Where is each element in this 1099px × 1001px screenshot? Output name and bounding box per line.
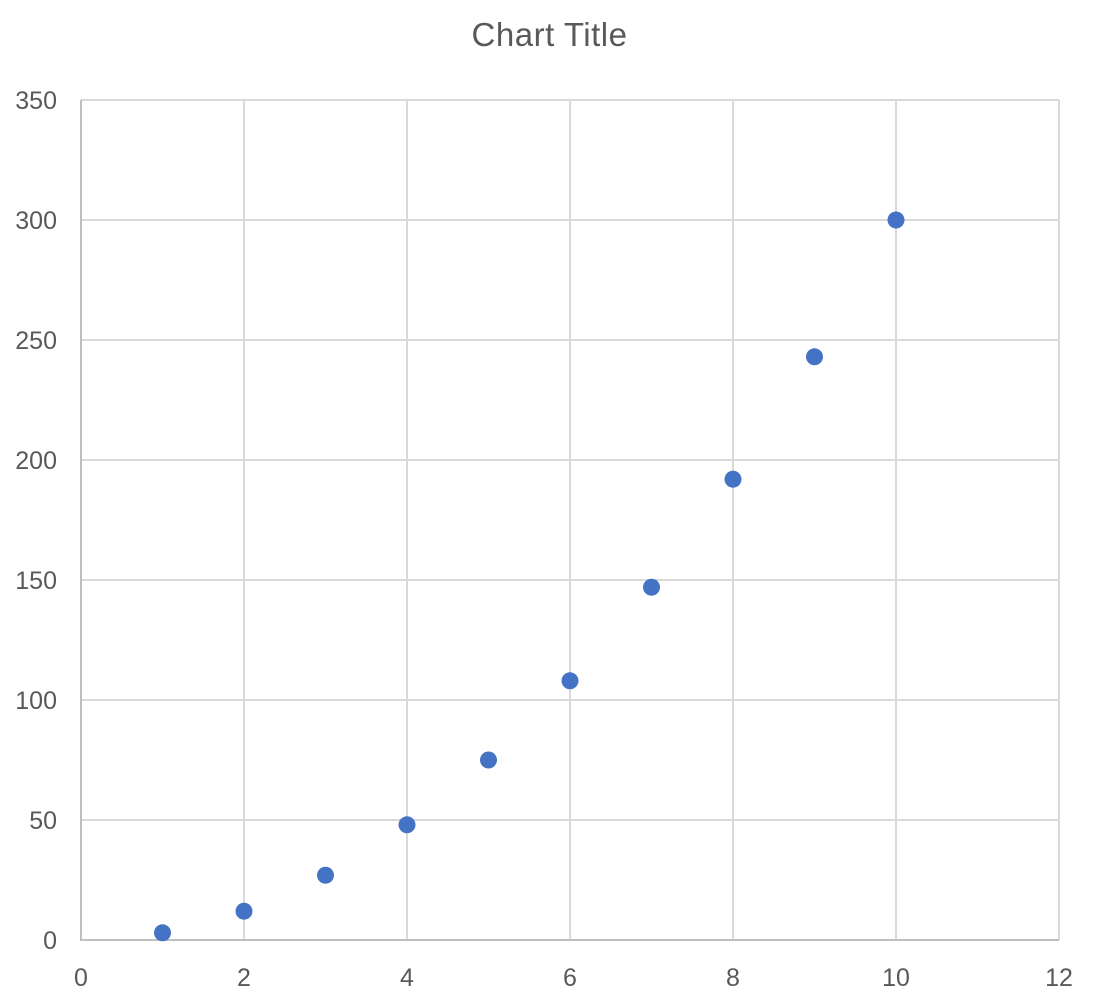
data-point [154, 924, 171, 942]
data-point [724, 470, 742, 488]
data-point [235, 902, 253, 920]
x-axis-tick-label: 6 [563, 964, 577, 992]
data-point [643, 578, 660, 596]
data-point [317, 866, 334, 884]
data-point [561, 672, 579, 690]
y-axis-tick-label: 250 [15, 327, 57, 355]
y-axis-tick-label: 100 [15, 687, 57, 715]
y-axis-tick-label: 300 [15, 207, 57, 235]
x-axis-tick-label: 10 [882, 964, 910, 992]
y-axis-tick-label: 150 [15, 567, 57, 595]
x-axis-tick-label: 2 [237, 964, 251, 992]
y-axis-tick-label: 50 [29, 807, 57, 835]
chart-title: Chart Title [471, 16, 628, 53]
data-point [480, 751, 497, 769]
y-axis-tick-label: 0 [43, 927, 57, 955]
data-point [806, 348, 823, 366]
x-axis-tick-label: 4 [400, 964, 414, 992]
y-axis-tick-label: 200 [15, 447, 57, 475]
y-axis-tick-label: 350 [15, 87, 57, 115]
x-axis-tick-label: 0 [74, 964, 88, 992]
data-point [887, 211, 905, 229]
x-axis-tick-label: 8 [726, 964, 740, 992]
x-axis-tick-label: 12 [1045, 964, 1073, 992]
data-point [398, 816, 416, 834]
